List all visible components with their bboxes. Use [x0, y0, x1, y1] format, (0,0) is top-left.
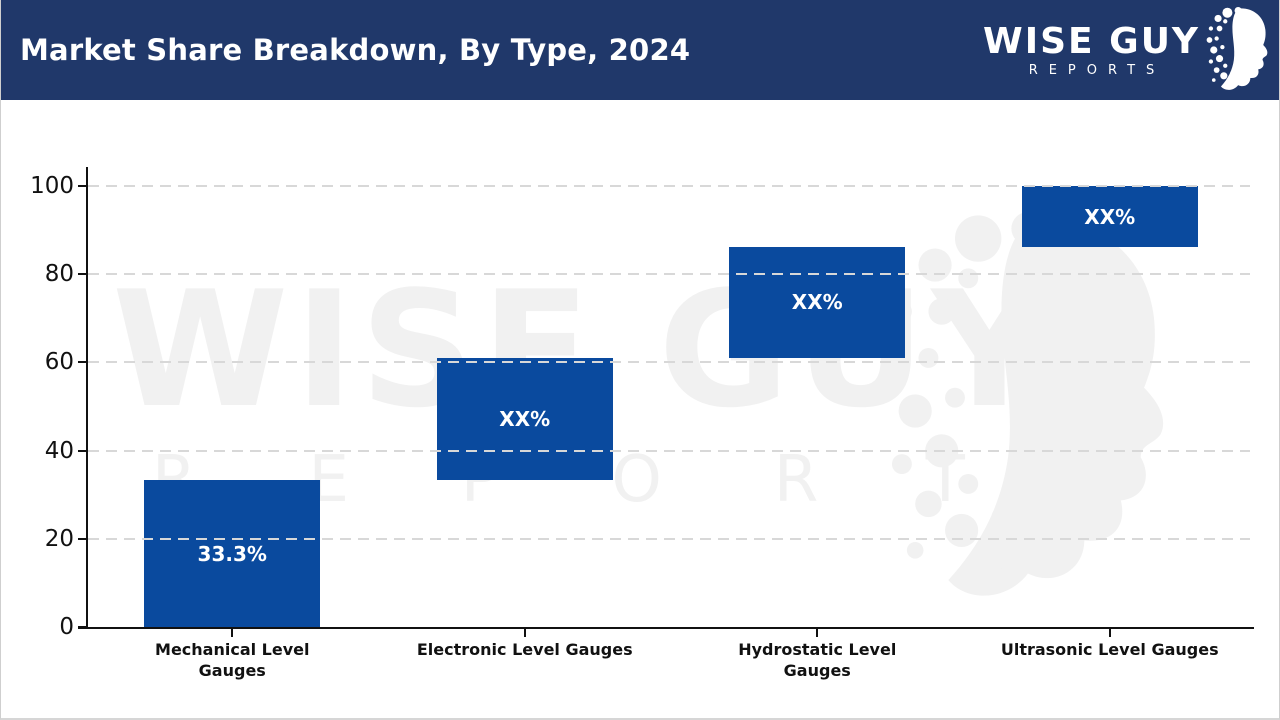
- gridline-60: [88, 361, 1250, 364]
- y-tick-mark-20: [78, 537, 86, 540]
- y-axis-line: [86, 167, 88, 629]
- y-tick-label-20: 20: [44, 525, 74, 552]
- bar-value-label: XX%: [1084, 204, 1136, 229]
- y-tick-mark-60: [78, 361, 86, 364]
- logo-wise-guy-label: WISE GUY: [982, 20, 1200, 62]
- bar-mechanical-level-gauges: 33.3%: [144, 480, 321, 627]
- gridline-20: [88, 537, 1250, 540]
- header-bar: Market Share Breakdown, By Type, 2024 WI…: [0, 0, 1280, 100]
- wise-guy-reports-logo: WISE GUY REPORTS: [983, 7, 1270, 93]
- y-tick-mark-0: [78, 626, 86, 628]
- y-tick-mark-100: [78, 185, 86, 187]
- y-tick-label-100: 100: [30, 173, 74, 199]
- bar-value-label: XX%: [791, 290, 843, 315]
- category-label-1: Mechanical Level Gauges: [155, 640, 310, 681]
- bar-electronic-level-gauges: XX%: [436, 357, 613, 481]
- bar-value-label: 33.3%: [197, 541, 267, 566]
- logo-head-icon: [1206, 7, 1268, 90]
- x-tick-mark-1: [231, 629, 234, 637]
- x-tick-mark-4: [1108, 629, 1111, 637]
- x-tick-mark-2: [523, 629, 526, 637]
- logo-text: WISE GUY REPORTS: [982, 20, 1200, 78]
- bar-value-label: XX%: [499, 406, 551, 431]
- category-label-4: Ultrasonic Level Gauges: [1000, 640, 1219, 659]
- y-tick-label-40: 40: [44, 437, 74, 464]
- y-tick-label-0: 0: [59, 614, 74, 640]
- x-tick-mark-3: [816, 629, 819, 637]
- logo-reports-label: REPORTS: [1028, 62, 1166, 78]
- y-tick-label-60: 60: [44, 349, 74, 376]
- x-axis-line: [78, 627, 1254, 629]
- gridline-40: [88, 449, 1250, 452]
- bar-ultrasonic-level-gauges: XX%: [1021, 186, 1198, 248]
- page-title: Market Share Breakdown, By Type, 2024: [20, 33, 691, 67]
- category-label-3: Hydrostatic Level Gauges: [738, 640, 897, 681]
- bar-hydrostatic-level-gauges: XX%: [729, 247, 906, 358]
- gridline-100: [88, 185, 1250, 187]
- category-label-2: Electronic Level Gauges: [416, 640, 633, 659]
- y-tick-mark-40: [78, 449, 86, 452]
- gridline-80: [88, 273, 1250, 276]
- y-tick-mark-80: [78, 273, 86, 276]
- y-tick-label-80: 80: [44, 261, 74, 288]
